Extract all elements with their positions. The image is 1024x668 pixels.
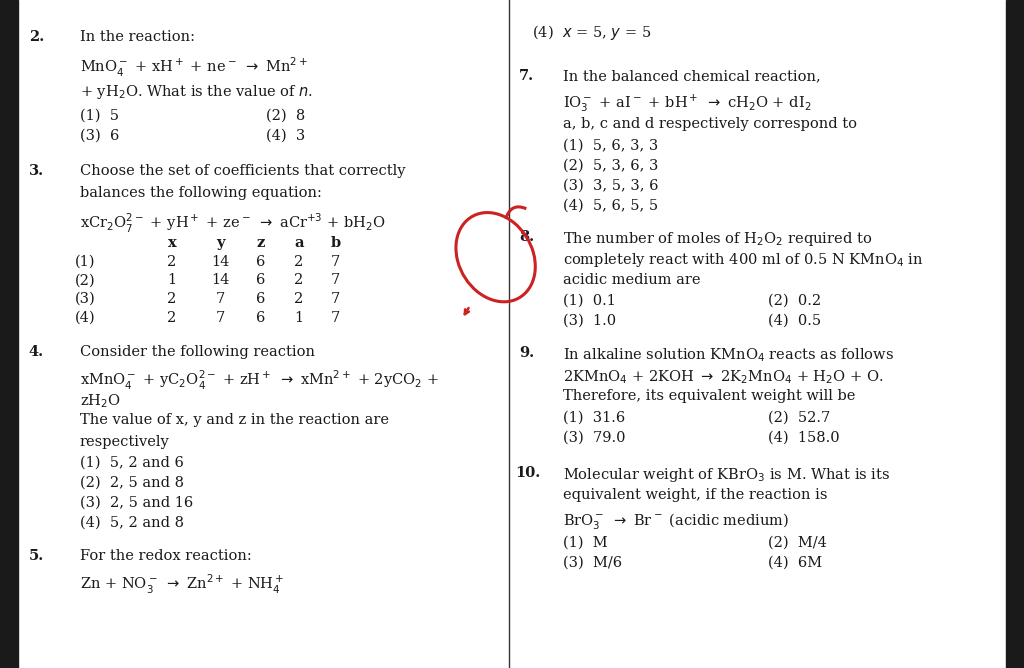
Text: 2: 2 (167, 292, 177, 306)
Text: (1)  0.1: (1) 0.1 (563, 293, 616, 307)
Text: Consider the following reaction: Consider the following reaction (80, 345, 314, 359)
Text: Zn + NO$_3^-$ $\rightarrow$ Zn$^{2+}$ + NH$_4^+$: Zn + NO$_3^-$ $\rightarrow$ Zn$^{2+}$ + … (80, 572, 285, 596)
Text: 6: 6 (256, 292, 266, 306)
FancyArrowPatch shape (465, 308, 469, 314)
Text: Molecular weight of KBrO$_3$ is M. What is its: Molecular weight of KBrO$_3$ is M. What … (563, 466, 891, 484)
Text: b: b (331, 236, 341, 250)
Text: Choose the set of coefficients that correctly: Choose the set of coefficients that corr… (80, 164, 406, 178)
Text: 7: 7 (215, 292, 225, 306)
Text: (4): (4) (75, 311, 95, 325)
Text: (1)  5, 6, 3, 3: (1) 5, 6, 3, 3 (563, 138, 658, 152)
Text: The value of x, y and z in the reaction are: The value of x, y and z in the reaction … (80, 413, 389, 428)
Text: (2)  8: (2) 8 (266, 108, 305, 122)
Text: a: a (294, 236, 304, 250)
Text: IO$_3^-$ + aI$^-$ + bH$^+$ $\rightarrow$ cH$_2$O + dI$_2$: IO$_3^-$ + aI$^-$ + bH$^+$ $\rightarrow$… (563, 92, 812, 114)
Text: (4)  158.0: (4) 158.0 (768, 431, 840, 445)
Text: (2)  52.7: (2) 52.7 (768, 411, 830, 425)
Text: (2): (2) (75, 273, 95, 287)
Text: 14: 14 (211, 273, 229, 287)
Text: (2)  M/4: (2) M/4 (768, 536, 826, 550)
Text: 14: 14 (211, 255, 229, 269)
Bar (0, 0, 18, 668)
Text: (4)  3: (4) 3 (266, 128, 305, 142)
Text: (4)  5, 2 and 8: (4) 5, 2 and 8 (80, 516, 184, 530)
Text: 8.: 8. (519, 230, 535, 244)
Bar (1006, 0, 1024, 668)
Text: 5.: 5. (29, 549, 44, 563)
Text: In alkaline solution KMnO$_4$ reacts as follows: In alkaline solution KMnO$_4$ reacts as … (563, 346, 894, 363)
Text: balances the following equation:: balances the following equation: (80, 186, 322, 200)
Text: xCr$_2$O$_7^{2-}$ + yH$^+$ + ze$^-$ $\rightarrow$ aCr$^{+3}$ + bH$_2$O: xCr$_2$O$_7^{2-}$ + yH$^+$ + ze$^-$ $\ri… (80, 212, 386, 235)
Text: 7: 7 (331, 311, 341, 325)
Text: (3)  1.0: (3) 1.0 (563, 313, 616, 327)
Text: (2)  0.2: (2) 0.2 (768, 293, 821, 307)
Text: x: x (168, 236, 176, 250)
Text: + yH$_2$O. What is the value of $n$.: + yH$_2$O. What is the value of $n$. (80, 83, 313, 101)
Text: (2)  5, 3, 6, 3: (2) 5, 3, 6, 3 (563, 158, 658, 172)
Text: acidic medium are: acidic medium are (563, 273, 700, 287)
Text: (1)  31.6: (1) 31.6 (563, 411, 626, 425)
Text: MnO$_4^-$ + xH$^+$ + ne$^-$ $\rightarrow$ Mn$^{2+}$: MnO$_4^-$ + xH$^+$ + ne$^-$ $\rightarrow… (80, 56, 308, 79)
Text: (4)  6M: (4) 6M (768, 556, 822, 570)
Text: Therefore, its equivalent weight will be: Therefore, its equivalent weight will be (563, 389, 856, 403)
Text: (1)  M: (1) M (563, 536, 608, 550)
Text: (1)  5: (1) 5 (80, 108, 119, 122)
Text: (3)  M/6: (3) M/6 (563, 556, 623, 570)
Text: zH$_2$O: zH$_2$O (80, 392, 121, 409)
Text: For the redox reaction:: For the redox reaction: (80, 549, 252, 563)
Text: z: z (257, 236, 265, 250)
Text: The number of moles of H$_2$O$_2$ required to: The number of moles of H$_2$O$_2$ requir… (563, 230, 872, 248)
Text: 4.: 4. (29, 345, 44, 359)
Text: 9.: 9. (519, 346, 535, 360)
Text: 2KMnO$_4$ + 2KOH $\rightarrow$ 2K$_2$MnO$_4$ + H$_2$O + O.: 2KMnO$_4$ + 2KOH $\rightarrow$ 2K$_2$MnO… (563, 368, 884, 385)
Text: 2: 2 (167, 311, 177, 325)
Text: (3)  6: (3) 6 (80, 128, 119, 142)
Text: (3)  79.0: (3) 79.0 (563, 431, 626, 445)
Text: (2)  2, 5 and 8: (2) 2, 5 and 8 (80, 476, 184, 490)
Text: 7: 7 (331, 255, 341, 269)
Text: 2: 2 (294, 273, 304, 287)
Text: 1: 1 (295, 311, 303, 325)
Text: (3)  3, 5, 3, 6: (3) 3, 5, 3, 6 (563, 178, 658, 192)
Text: 2: 2 (294, 292, 304, 306)
Text: 2.: 2. (29, 30, 44, 44)
Text: (3): (3) (75, 292, 95, 306)
Text: (1): (1) (75, 255, 95, 269)
Text: 7.: 7. (519, 69, 535, 83)
Text: completely react with 400 ml of 0.5 N KMnO$_4$ in: completely react with 400 ml of 0.5 N KM… (563, 251, 924, 269)
Text: 1: 1 (168, 273, 176, 287)
Text: 2: 2 (167, 255, 177, 269)
Text: 7: 7 (331, 292, 341, 306)
Text: 6: 6 (256, 273, 266, 287)
Text: (4)  $x$ = 5, $y$ = 5: (4) $x$ = 5, $y$ = 5 (532, 23, 651, 42)
Text: In the reaction:: In the reaction: (80, 30, 195, 44)
Text: equivalent weight, if the reaction is: equivalent weight, if the reaction is (563, 488, 827, 502)
Text: 3.: 3. (29, 164, 44, 178)
Text: 10.: 10. (515, 466, 541, 480)
Text: BrO$_3^-$ $\rightarrow$ Br$^-$ (acidic medium): BrO$_3^-$ $\rightarrow$ Br$^-$ (acidic m… (563, 512, 790, 532)
Text: y: y (216, 236, 224, 250)
Text: (1)  5, 2 and 6: (1) 5, 2 and 6 (80, 456, 183, 470)
Text: a, b, c and d respectively correspond to: a, b, c and d respectively correspond to (563, 117, 857, 131)
Text: 7: 7 (215, 311, 225, 325)
Text: 6: 6 (256, 255, 266, 269)
Text: xMnO$_4^-$ + yC$_2$O$_4^{2-}$ + zH$^+$ $\rightarrow$ xMn$^{2+}$ + 2yCO$_2$ +: xMnO$_4^-$ + yC$_2$O$_4^{2-}$ + zH$^+$ $… (80, 369, 439, 392)
Text: 7: 7 (331, 273, 341, 287)
Text: (4)  0.5: (4) 0.5 (768, 313, 821, 327)
Text: (3)  2, 5 and 16: (3) 2, 5 and 16 (80, 496, 194, 510)
Text: 6: 6 (256, 311, 266, 325)
Text: respectively: respectively (80, 435, 170, 449)
Text: 2: 2 (294, 255, 304, 269)
Text: (4)  5, 6, 5, 5: (4) 5, 6, 5, 5 (563, 198, 658, 212)
Text: In the balanced chemical reaction,: In the balanced chemical reaction, (563, 69, 821, 83)
